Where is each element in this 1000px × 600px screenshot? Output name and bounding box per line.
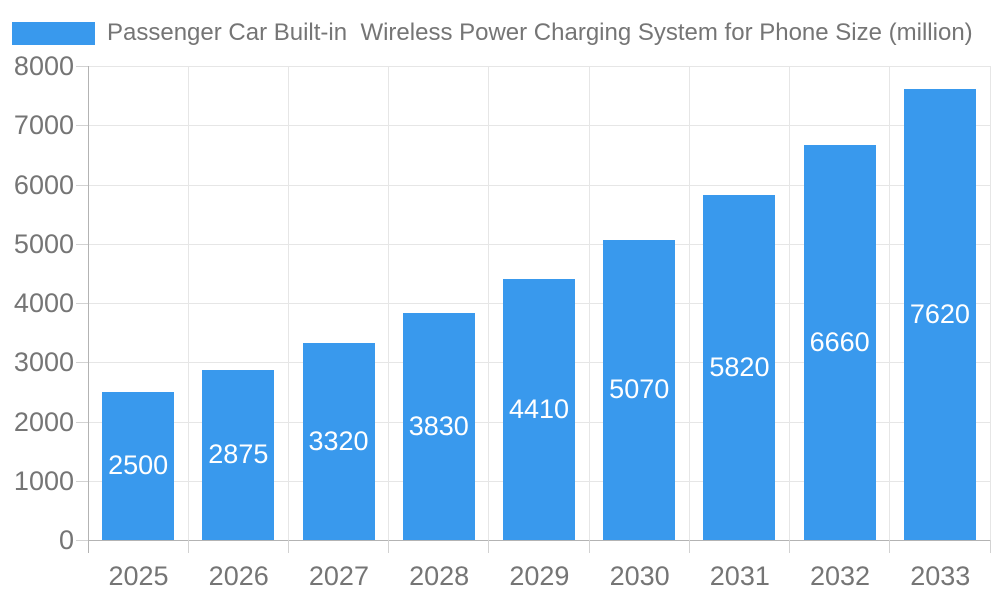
bar-value-label: 5820 xyxy=(709,352,770,383)
bar-value-label: 2875 xyxy=(208,439,269,470)
x-tick-mark xyxy=(187,540,189,553)
x-tick-label: 2029 xyxy=(509,561,570,591)
x-tick-label: 2028 xyxy=(409,561,470,591)
bar-2026[interactable]: 2875 xyxy=(202,369,275,540)
y-tick-mark xyxy=(76,125,88,127)
gridline-x xyxy=(287,66,289,540)
bar-2025[interactable]: 2500 xyxy=(102,391,175,540)
gridline-y xyxy=(88,184,990,186)
gridline-x xyxy=(588,66,590,540)
bar-2031[interactable]: 5820 xyxy=(703,195,776,540)
x-tick-label: 2025 xyxy=(108,561,169,591)
x-tick-mark xyxy=(789,540,791,553)
y-axis-line xyxy=(88,66,89,553)
x-tick-mark xyxy=(989,540,991,553)
x-tick-label: 2033 xyxy=(910,561,971,591)
x-tick-mark xyxy=(588,540,590,553)
legend-swatch xyxy=(12,21,95,45)
x-tick-label: 2030 xyxy=(609,561,670,591)
x-tick-label: 2026 xyxy=(208,561,269,591)
y-tick-label: 8000 xyxy=(13,51,74,81)
bar-2030[interactable]: 5070 xyxy=(603,239,676,540)
bar-value-label: 4410 xyxy=(508,393,570,424)
bar-value-label: 7620 xyxy=(909,298,970,329)
gridline-x xyxy=(688,66,690,540)
y-tick-mark xyxy=(76,243,88,245)
bar-value-label: 2500 xyxy=(108,450,169,481)
y-tick-mark xyxy=(76,66,88,67)
bar-value-label: 5070 xyxy=(609,374,670,405)
y-tick-mark xyxy=(76,421,88,423)
y-tick-mark xyxy=(76,540,88,541)
x-tick-mark xyxy=(688,540,690,553)
x-tick-mark xyxy=(889,540,891,553)
bar-2027[interactable]: 3320 xyxy=(302,343,375,540)
x-tick-label: 2027 xyxy=(308,561,369,591)
x-tick-label: 2031 xyxy=(709,561,770,591)
gridline-y xyxy=(88,66,990,67)
y-tick-label: 4000 xyxy=(13,288,74,318)
y-tick-label: 5000 xyxy=(13,228,74,259)
legend[interactable]: Passenger Car Built-in Wireless Power Ch… xyxy=(12,19,973,46)
y-tick-mark xyxy=(76,362,88,364)
y-tick-label: 3000 xyxy=(13,347,74,378)
gridline-x xyxy=(989,66,991,540)
x-tick-mark xyxy=(488,540,490,553)
y-tick-mark xyxy=(76,303,88,304)
bar-2033[interactable]: 7620 xyxy=(903,88,976,540)
gridline-x xyxy=(187,66,189,540)
bar-value-label: 6660 xyxy=(809,327,870,358)
bar-value-label: 3830 xyxy=(408,411,469,442)
plot-area: 2500 2875 3320 3830 4410 5070 5820 6660 7620 xyxy=(88,66,991,540)
y-tick-label: 0 xyxy=(58,525,74,555)
bar-2028[interactable]: 3830 xyxy=(402,313,475,540)
gridline-x xyxy=(488,66,490,540)
y-tick-label: 7000 xyxy=(13,110,74,141)
gridline-y xyxy=(88,125,990,127)
y-tick-mark xyxy=(76,184,88,186)
gridline-y xyxy=(88,243,990,245)
x-axis-line xyxy=(88,540,991,541)
x-tick-mark xyxy=(287,540,289,553)
y-tick-label: 6000 xyxy=(13,169,74,200)
gridline-x xyxy=(789,66,791,540)
y-tick-label: 2000 xyxy=(13,406,74,437)
gridline-x xyxy=(889,66,891,540)
bar-2032[interactable]: 6660 xyxy=(803,145,876,540)
bar-2029[interactable]: 4410 xyxy=(503,278,575,540)
y-tick-mark xyxy=(76,480,88,482)
bar-value-label: 3320 xyxy=(308,426,369,457)
x-tick-mark xyxy=(388,540,390,553)
y-tick-label: 1000 xyxy=(13,465,74,496)
chart-title: Passenger Car Built-in Wireless Power Ch… xyxy=(107,19,973,46)
gridline-x xyxy=(388,66,390,540)
x-tick-label: 2032 xyxy=(810,561,871,591)
